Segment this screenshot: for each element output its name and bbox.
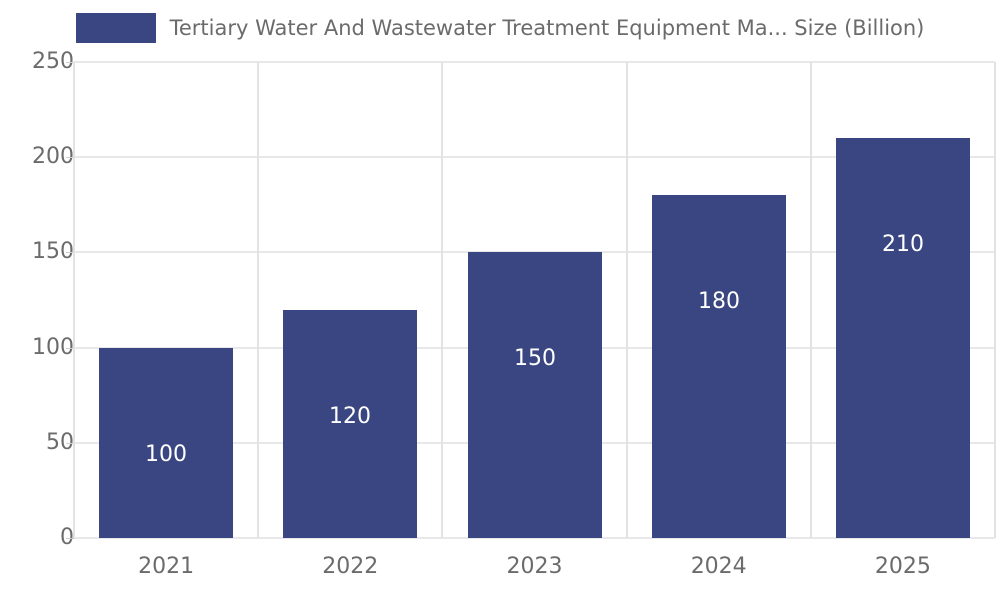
x-axis-tick-label-2022: 2022 [322, 554, 379, 579]
bar-value-label: 210 [882, 232, 924, 257]
y-axis-tick-label: 250 [32, 49, 74, 74]
bar-value-label: 180 [698, 289, 740, 314]
bar-2025[interactable]: 210 [836, 138, 970, 538]
gridline-vertical [73, 62, 75, 538]
x-axis-tick-label-2024: 2024 [690, 554, 747, 579]
gridline-horizontal [74, 61, 995, 63]
y-axis-tick-mark [66, 252, 74, 254]
x-axis-tick-label-2023: 2023 [506, 554, 563, 579]
bar-2022[interactable]: 120 [283, 310, 417, 538]
plot-area: 100 120 150 180 210 [73, 61, 996, 539]
x-axis-tick-label-2021: 2021 [138, 554, 195, 579]
y-axis-tick-mark [66, 62, 74, 63]
y-axis-tick-mark [66, 538, 74, 539]
y-axis-tick-label: 0 [60, 525, 74, 550]
gridline-horizontal [74, 537, 995, 539]
y-axis-tick-label: 100 [32, 334, 74, 360]
bar-value-label: 100 [145, 442, 187, 467]
y-axis-tick-mark [66, 157, 74, 159]
y-axis-tick-label: 200 [32, 144, 74, 170]
x-axis-tick-label-2025: 2025 [874, 554, 931, 579]
bar-2024[interactable]: 180 [652, 195, 786, 538]
legend-entry-label: Tertiary Water And Wastewater Treatment … [169, 15, 925, 40]
y-axis-tick-mark [66, 442, 74, 444]
gridline-horizontal [74, 156, 995, 159]
chart-legend: Tertiary Water And Wastewater Treatment … [0, 0, 1000, 56]
legend-color-swatch [75, 13, 156, 43]
gridline-vertical [257, 62, 259, 538]
bar-2023[interactable]: 150 [468, 252, 602, 538]
gridline-vertical [441, 62, 443, 538]
gridline-vertical [626, 62, 628, 538]
legend-entry-series-0[interactable]: Tertiary Water And Wastewater Treatment … [75, 13, 925, 43]
y-axis-tick-label: 50 [46, 429, 74, 455]
bar-value-label: 150 [514, 346, 556, 371]
bar-value-label: 120 [329, 404, 371, 429]
gridline-vertical [810, 62, 812, 538]
bar-2021[interactable]: 100 [99, 348, 233, 538]
gridline-vertical [994, 62, 996, 538]
y-axis-tick-mark [66, 347, 74, 349]
y-axis: 0 50 100 150 200 250 [0, 51, 74, 549]
y-axis-tick-label: 150 [32, 239, 74, 265]
